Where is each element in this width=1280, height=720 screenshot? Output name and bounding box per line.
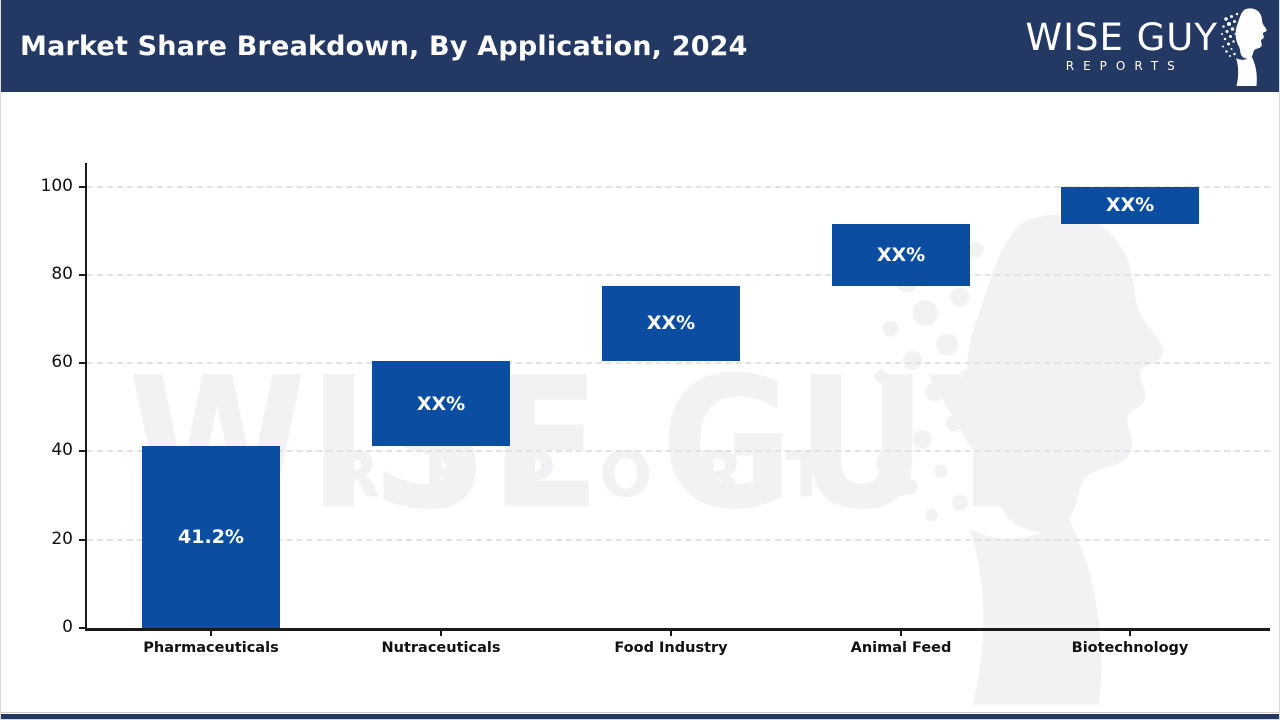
bar-food-industry: XX% — [602, 285, 740, 361]
logo-subtitle: REPORTS — [1065, 59, 1184, 73]
bar-value-label: 41.2% — [178, 526, 244, 549]
bar-value-label: XX% — [646, 312, 696, 335]
gridline-60 — [87, 362, 1270, 365]
bar-value-label: XX% — [416, 392, 466, 415]
bar-pharmaceuticals: 41.2% — [142, 446, 280, 628]
gridline-20 — [87, 538, 1270, 541]
gridline-100 — [87, 185, 1270, 188]
y-tick-label-20: 20 — [51, 528, 73, 549]
header-bar: Market Share Breakdown, By Application, … — [0, 0, 1280, 92]
x-tick-mark-4 — [900, 628, 902, 636]
y-tick-label-60: 60 — [51, 352, 73, 373]
x-category-label: Biotechnology — [1071, 640, 1189, 656]
bar-animal-feed: XX% — [832, 224, 970, 286]
chart-content-area: WISE GUY REPORTS 0 20 40 60 80 100 41.2% XX% XX%… — [0, 92, 1280, 720]
bar-value-label: XX% — [1105, 194, 1155, 217]
y-tick-label-0: 0 — [62, 617, 73, 637]
bottom-divider — [0, 712, 1280, 713]
y-tick-label-100: 100 — [40, 175, 73, 196]
bar-nutraceuticals: XX% — [372, 360, 510, 447]
x-tick-mark-2 — [440, 628, 442, 636]
watermark-subtitle: REPORTS — [332, 438, 961, 511]
y-tick-mark-0 — [79, 627, 87, 629]
x-tick-mark-1 — [210, 628, 212, 636]
wiseguy-logo: WISE GUY REPORTS — [1026, 6, 1270, 86]
logo-text: WISE GUY REPORTS — [1026, 19, 1218, 73]
bar-value-label: XX% — [876, 244, 926, 266]
x-category-label: Animal Feed — [850, 640, 952, 656]
bottom-accent-strip — [0, 714, 1280, 720]
y-tick-mark-60 — [79, 362, 87, 365]
page-title: Market Share Breakdown, By Application, … — [20, 30, 748, 62]
gridline-80 — [87, 273, 1270, 276]
y-tick-mark-20 — [79, 538, 87, 541]
gridline-40 — [87, 450, 1270, 453]
waterfall-chart: 0 20 40 60 80 100 41.2% XX% XX% XX% XX% Pharmaceuti… — [0, 92, 1280, 720]
y-tick-label-40: 40 — [51, 440, 73, 461]
x-category-label: Pharmaceuticals — [143, 640, 279, 656]
y-tick-label-80: 80 — [51, 263, 73, 284]
bar-biotechnology: XX% — [1061, 186, 1199, 225]
x-tick-mark-3 — [670, 628, 672, 636]
y-tick-mark-80 — [79, 273, 87, 276]
y-tick-mark-100 — [79, 185, 87, 188]
y-tick-mark-40 — [79, 450, 87, 453]
x-tick-mark-5 — [1129, 628, 1131, 636]
x-category-label: Food Industry — [614, 640, 728, 656]
x-axis-line — [85, 628, 1270, 631]
y-axis-line — [85, 163, 87, 630]
logo-wordmark: WISE GUY — [1025, 16, 1218, 59]
watermark-wordmark: WISE GUY — [128, 339, 1049, 550]
x-category-label: Nutraceuticals — [381, 640, 501, 656]
wiseguy-face-icon — [1221, 8, 1267, 86]
